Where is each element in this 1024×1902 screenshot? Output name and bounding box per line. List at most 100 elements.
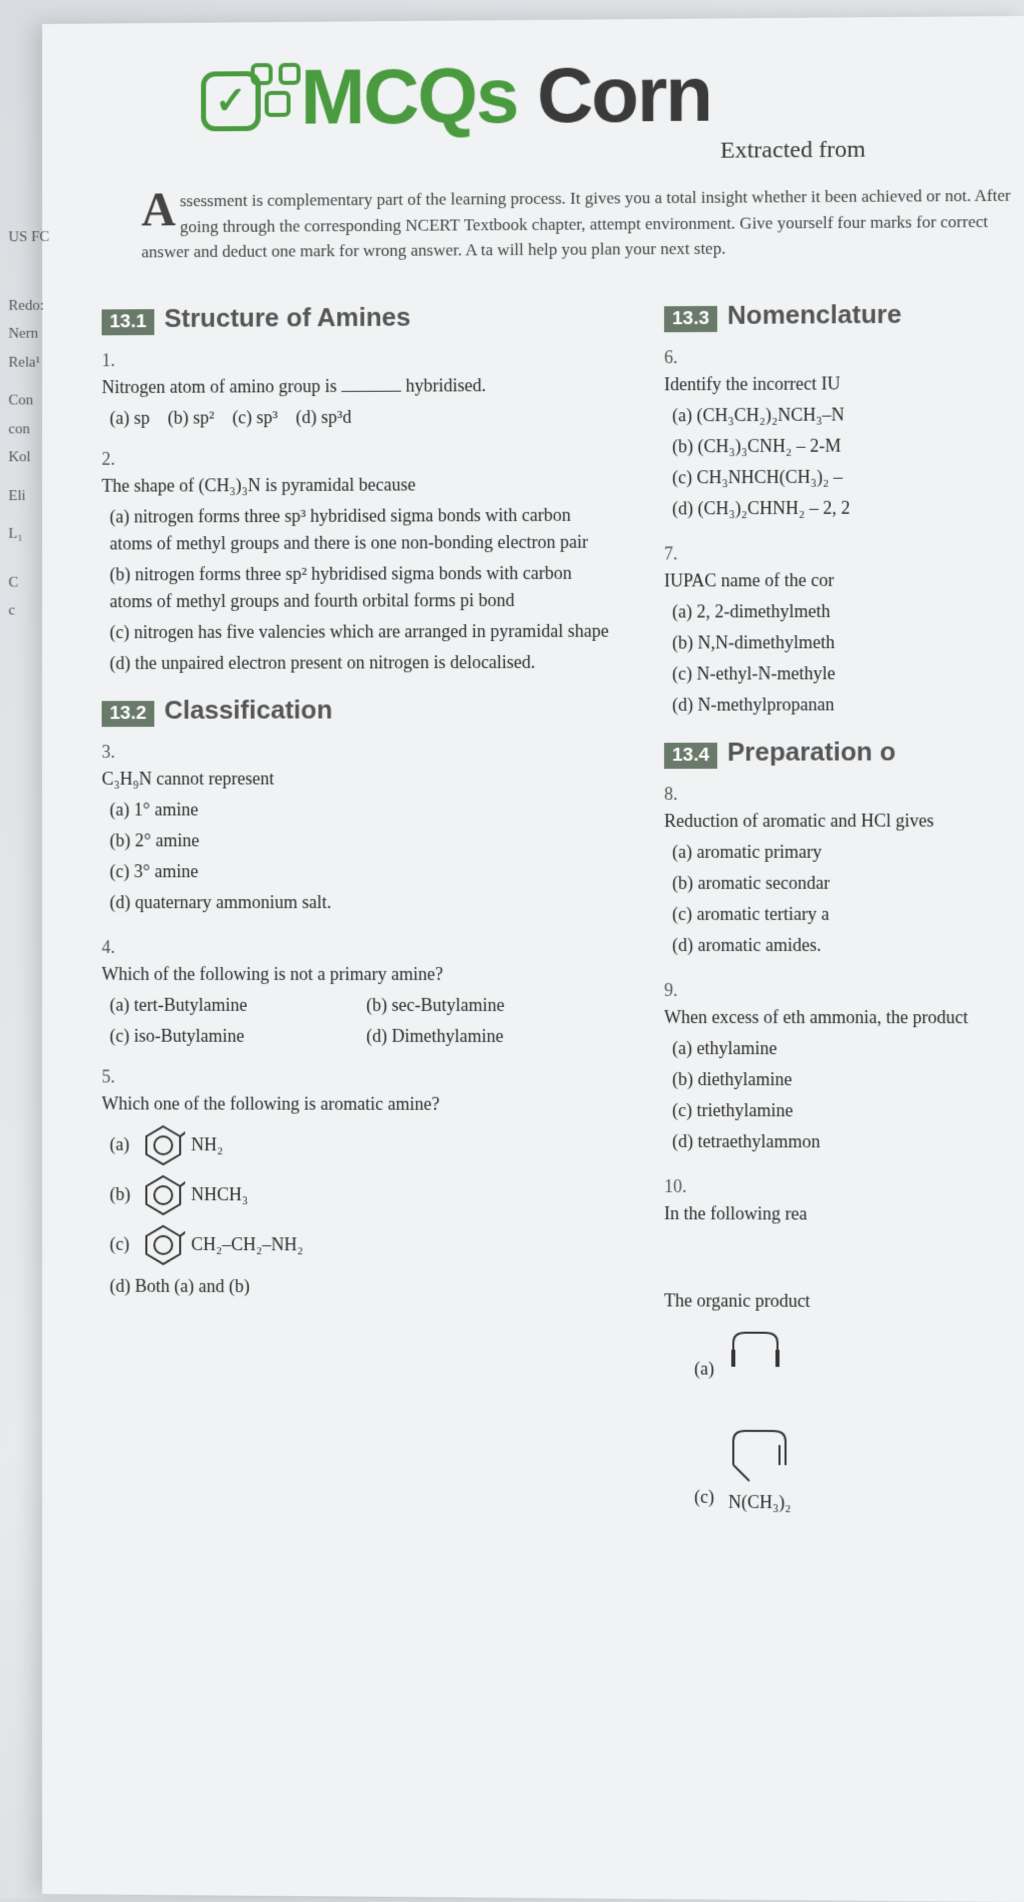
blank <box>341 373 401 391</box>
q-stem: hybridised. <box>401 375 486 395</box>
question-7: 7. IUPAC name of the cor (a) 2, 2-dimeth… <box>664 539 1024 723</box>
option-b-structure: (b) NHCH₃ <box>110 1173 610 1218</box>
substituent: NH₂ <box>191 1131 223 1158</box>
q-num: 10. <box>664 1173 690 1200</box>
option: (a) ethylamine <box>672 1035 996 1062</box>
q-stem: Which of the following is not a primary … <box>102 963 443 983</box>
option: (d) quaternary ammonium salt. <box>110 888 610 915</box>
sidebar-item: US FC <box>3 223 72 252</box>
option-c-structure: (c) CH₂–CH₂–NH₂ <box>110 1223 610 1268</box>
option: (b) sp² <box>168 404 215 431</box>
content-columns: 13.1 Structure of Amines 1. Nitrogen ato… <box>102 284 1024 1531</box>
extracted-from: Extracted from <box>720 135 1024 164</box>
option: (b) N,N-dimethylmeth <box>672 628 996 656</box>
option-label: (b) <box>110 1181 136 1208</box>
option: (a) tert-Butylamine <box>110 991 353 1018</box>
option: (a) 1° amine <box>110 795 610 823</box>
option-label: (a) <box>694 1355 720 1382</box>
q-stem: C₃H₉N cannot represent <box>102 768 274 788</box>
q-num: 2. <box>102 445 128 472</box>
option: (d) sp³d <box>296 403 352 430</box>
substituent: NHCH₃ <box>191 1181 248 1208</box>
option: (d) Both (a) and (b) <box>110 1272 250 1299</box>
q-stem: Which one of the following is aromatic a… <box>102 1093 440 1113</box>
option: (d) aromatic amides. <box>672 931 996 958</box>
intro-paragraph: A ssessment is complementary part of the… <box>141 183 1024 265</box>
option: (d) (CH₃)₂CHNH₂ – 2, 2 <box>672 494 996 522</box>
option: (d) N-methylpropanan <box>672 690 996 718</box>
question-4: 4. Which of the following is not a prima… <box>102 933 640 1049</box>
option: (c) triethylamine <box>672 1097 996 1124</box>
option: (b) (CH₃)₃CNH₂ – 2-M <box>672 431 996 460</box>
question-3: 3. C₃H₉N cannot represent (a) 1° amine (… <box>102 737 640 919</box>
section-title: Classification <box>164 694 332 725</box>
sidebar-item: Eli <box>3 481 72 510</box>
option-c-structure: (c) N(CH₃)₂ <box>694 1422 996 1517</box>
question-9: 9. When excess of eth ammonia, the produ… <box>664 977 1024 1160</box>
drop-cap: A <box>141 188 175 231</box>
section-13-4: 13.4 Preparation o <box>664 736 1024 769</box>
page: US FC Redo: Nern Rela¹ Con con Kol Eli L… <box>42 16 1024 1902</box>
section-13-3: 13.3 Nomenclature <box>664 298 1024 332</box>
left-column: 13.1 Structure of Amines 1. Nitrogen ato… <box>102 286 640 1529</box>
q-stem: Identify the incorrect IU <box>664 373 840 394</box>
sidebar-item: Kol <box>3 443 72 472</box>
q-num: 1. <box>102 347 128 374</box>
q-num: 3. <box>102 738 128 765</box>
q-num: 7. <box>664 540 690 567</box>
option-label: (c) <box>110 1231 136 1258</box>
section-title: Nomenclature <box>727 298 901 330</box>
q-stem: The shape of (CH₃)₃N is pyramidal becaus… <box>102 474 416 495</box>
section-title: Structure of Amines <box>164 301 410 333</box>
section-badge: 13.4 <box>664 742 717 768</box>
option: (a) sp <box>110 404 150 431</box>
option: (c) nitrogen has five valencies which ar… <box>110 617 610 645</box>
option: (d) the unpaired electron present on nit… <box>110 648 610 676</box>
intro-text: ssessment is complementary part of the l… <box>141 186 1010 262</box>
q-num: 8. <box>664 780 690 807</box>
option: (d) Dimethylamine <box>366 1022 610 1049</box>
option-label: (c) <box>694 1483 720 1510</box>
sidebar-item: Con <box>3 386 72 415</box>
section-13-1: 13.1 Structure of Amines <box>102 300 640 335</box>
option-d: (d) Both (a) and (b) <box>110 1272 610 1300</box>
option: (c) iso-Butylamine <box>110 1022 353 1049</box>
option: (a) (CH₃CH₂)₂NCH₃–N <box>672 400 996 429</box>
logo-text: MCQs Corn <box>301 49 712 143</box>
section-title: Preparation o <box>727 736 895 767</box>
sidebar-item: c <box>3 596 72 625</box>
q-num: 6. <box>664 344 690 371</box>
benzene-icon <box>141 1173 185 1217</box>
option: (c) sp³ <box>232 404 278 431</box>
section-badge: 13.1 <box>102 309 155 335</box>
option-a-structure: (a) NH₂ <box>110 1123 610 1168</box>
q-stem: When excess of eth ammonia, the product <box>664 1007 968 1027</box>
section-badge: 13.2 <box>102 700 155 726</box>
question-8: 8. Reduction of aromatic and HCl gives (… <box>664 780 1024 963</box>
option: (b) 2° amine <box>110 826 610 853</box>
right-column: 13.3 Nomenclature 6. Identify the incorr… <box>664 284 1024 1531</box>
option-a-structure: (a) <box>694 1324 996 1383</box>
sidebar-labels: US FC Redo: Nern Rela¹ Con con Kol Eli L… <box>3 223 72 625</box>
option: (b) aromatic secondar <box>672 869 996 896</box>
logo-icon <box>201 62 291 132</box>
cyclic-structure-icon <box>725 1324 785 1374</box>
sidebar-item: C <box>3 568 72 597</box>
option: (b) nitrogen forms three sp² hybridised … <box>110 559 610 615</box>
question-5: 5. Which one of the following is aromati… <box>102 1063 640 1307</box>
sidebar-item: L₁ <box>3 520 72 549</box>
option: (c) N-ethyl-N-methyle <box>672 659 996 687</box>
logo-mcqs: MCQs <box>301 51 518 141</box>
sidebar-item: Rela¹ <box>3 348 72 377</box>
q-stem: IUPAC name of the cor <box>664 569 834 590</box>
logo-row: MCQs Corn <box>201 46 1024 143</box>
logo-corn: Corn <box>537 50 711 139</box>
benzene-icon <box>141 1223 185 1267</box>
option: (a) aromatic primary <box>672 838 996 865</box>
q-stem: In the following rea <box>664 1203 807 1223</box>
option: (d) tetraethylammon <box>672 1128 996 1156</box>
sidebar-item: con <box>3 415 72 444</box>
option: (c) 3° amine <box>110 857 610 884</box>
section-badge: 13.3 <box>664 305 717 331</box>
question-6: 6. Identify the incorrect IU (a) (CH₃CH₂… <box>664 342 1024 526</box>
